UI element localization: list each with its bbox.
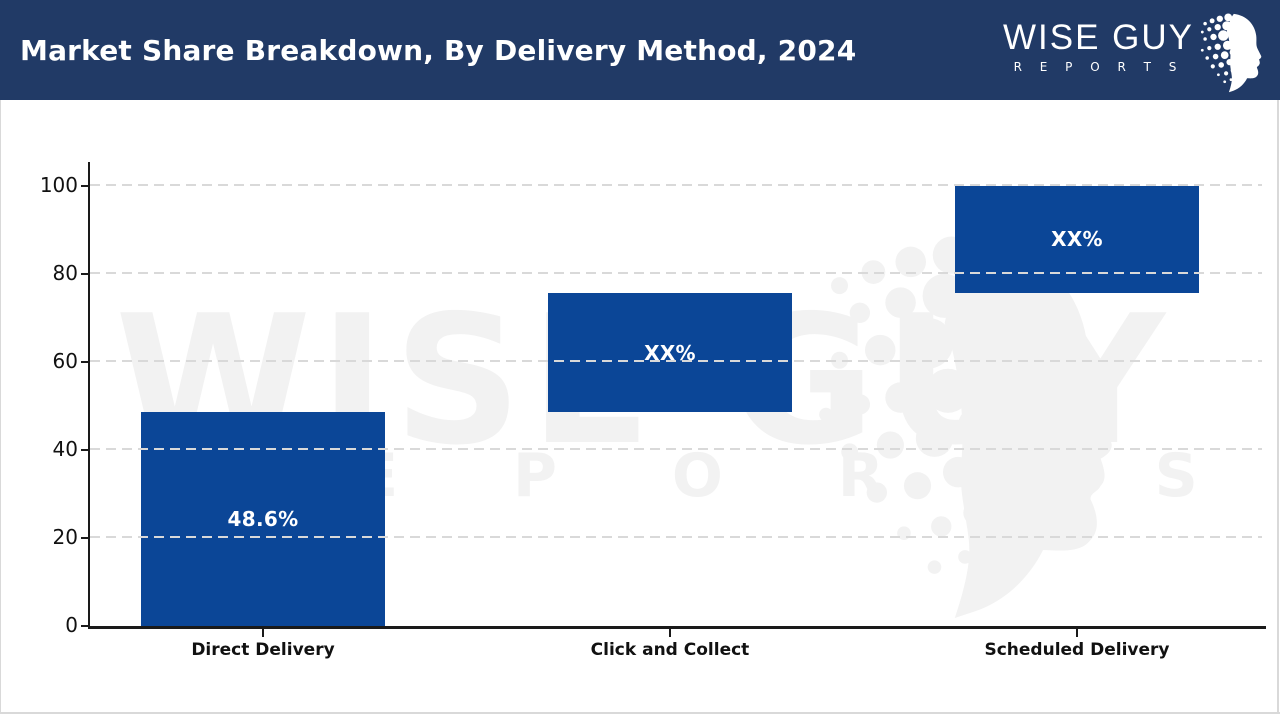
bar-segment-3: XX%: [955, 186, 1199, 293]
brand-logo: WISE GUY R E P O R T S: [1003, 6, 1266, 96]
head-dot: [1214, 24, 1221, 31]
head-dot: [1200, 30, 1204, 34]
bar-value-label: 48.6%: [227, 507, 299, 532]
frame-edge-bottom: [0, 712, 1280, 714]
head-dot: [1210, 64, 1215, 69]
header-banner: Market Share Breakdown, By Delivery Meth…: [0, 0, 1280, 100]
head-dot: [1228, 28, 1238, 38]
y-tick-mark: [81, 185, 89, 187]
head-dot: [1231, 18, 1240, 27]
head-dot: [841, 443, 859, 461]
x-category-label: Direct Delivery: [191, 640, 335, 660]
y-tick-mark: [81, 273, 89, 275]
head-dot: [903, 472, 932, 500]
y-tick-label: 40: [52, 437, 78, 461]
head-dot: [1200, 48, 1204, 52]
plot-area: 0 20 40 60 80 100 48.6% XX% XX% Direct Delivery Cl…: [0, 100, 1280, 720]
brand-logo-text: WISE GUY R E P O R T S: [1002, 18, 1194, 74]
y-tick-mark: [81, 625, 89, 627]
head-dot: [1220, 51, 1229, 59]
y-axis-spine: [88, 162, 90, 628]
head-dot: [963, 501, 988, 525]
x-category-label: Scheduled Delivery: [984, 640, 1170, 660]
head-dot: [902, 317, 954, 369]
head-dot: [819, 319, 833, 334]
x-category-label: Click and Collect: [590, 640, 750, 660]
head-dot: [1218, 30, 1229, 41]
head-dot: [1205, 56, 1209, 60]
head-dot: [885, 382, 916, 413]
head-dot: [927, 560, 942, 574]
head-dot: [953, 307, 998, 352]
y-tick-label: 60: [52, 349, 78, 373]
head-dot: [1214, 43, 1221, 50]
bar-value-label: XX%: [1051, 227, 1103, 252]
head-dot: [849, 394, 871, 415]
head-dot: [895, 246, 926, 278]
frame-edge-right: [1277, 100, 1279, 714]
x-tick-mark: [1076, 629, 1078, 637]
y-tick-mark: [81, 361, 89, 363]
head-dot: [864, 334, 896, 366]
head-dot: [1203, 37, 1207, 41]
head-dot: [1207, 27, 1212, 32]
head-dot: [1224, 13, 1233, 22]
head-dot: [885, 287, 916, 318]
y-tick-label: 20: [52, 525, 78, 549]
watermark-head-icon: [819, 236, 1112, 618]
y-gridline: [90, 448, 1262, 450]
bar-segment-1: 48.6%: [141, 412, 385, 626]
head-dot: [1218, 62, 1224, 68]
y-gridline: [90, 536, 1262, 538]
head-dot: [1230, 68, 1236, 73]
head-dot: [958, 407, 993, 442]
head-dot: [915, 419, 954, 457]
head-dot: [1222, 40, 1233, 50]
head-dot: [1216, 15, 1223, 22]
head-dot: [942, 456, 974, 488]
x-tick-mark: [262, 629, 264, 637]
head-dot: [1224, 71, 1229, 76]
head-dot: [931, 516, 952, 537]
bar-segment-2: XX%: [548, 292, 792, 413]
head-dot: [926, 368, 971, 413]
y-tick-label: 80: [52, 261, 78, 285]
y-gridline: [90, 184, 1262, 186]
y-tick-mark: [81, 537, 89, 539]
head-dot: [1226, 59, 1233, 66]
head-dot: [973, 355, 1011, 393]
head-dot: [1222, 21, 1232, 31]
head-dot: [958, 550, 972, 564]
head-dot: [866, 482, 887, 503]
head-dot: [1209, 18, 1215, 24]
brand-logo-head-icon: [1200, 13, 1262, 93]
head-dot: [849, 302, 871, 323]
head-dot: [1210, 33, 1217, 41]
x-axis-spine: [88, 626, 1266, 629]
head-dot: [1232, 38, 1241, 46]
head-dot: [831, 277, 848, 295]
x-tick-mark: [669, 629, 671, 637]
head-dot: [1229, 48, 1237, 56]
y-gridline: [90, 360, 1262, 362]
page-title: Market Share Breakdown, By Delivery Meth…: [20, 34, 857, 67]
head-dot: [1207, 46, 1212, 51]
head-dot: [819, 407, 833, 422]
y-tick-label: 0: [65, 613, 78, 637]
y-tick-mark: [81, 449, 89, 451]
head-dot: [1212, 53, 1219, 60]
brand-logo-name: WISE GUY: [1002, 18, 1194, 57]
y-tick-label: 100: [39, 173, 78, 197]
head-dot: [876, 431, 904, 459]
head-dot: [1229, 78, 1233, 82]
frame-edge-left: [0, 100, 1, 714]
head-dot: [1223, 80, 1227, 84]
head-dot: [1203, 21, 1207, 26]
head-dot: [1217, 73, 1220, 77]
y-gridline: [90, 272, 1262, 274]
brand-logo-subtitle: R E P O R T S: [1013, 59, 1184, 74]
